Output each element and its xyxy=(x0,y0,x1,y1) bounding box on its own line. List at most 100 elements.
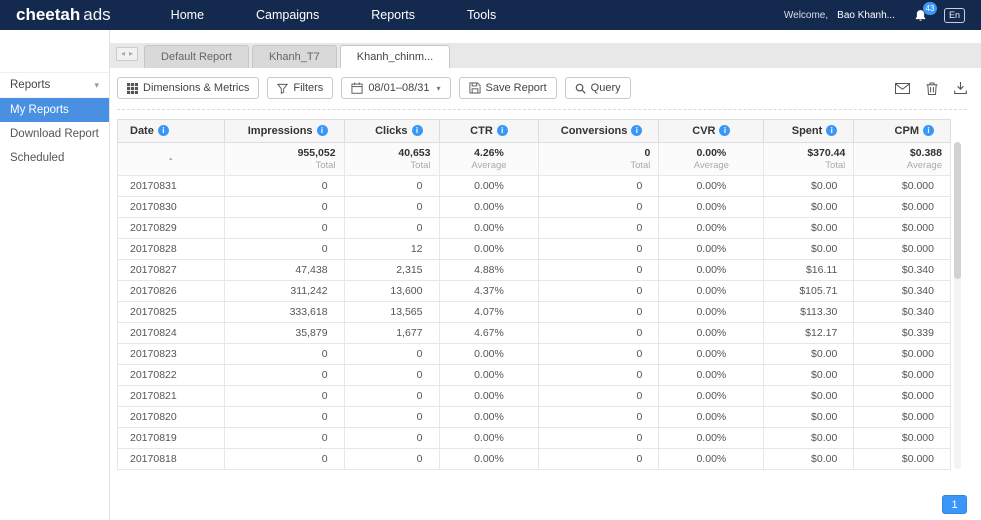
date-cell: 20170830 xyxy=(117,196,225,218)
data-cell: 0.00% xyxy=(438,364,540,386)
envelope-icon xyxy=(895,82,910,94)
info-icon[interactable]: i xyxy=(411,125,423,136)
brand-logo[interactable]: cheetah ads xyxy=(16,5,111,25)
data-cell: 0 xyxy=(538,448,660,470)
page-button-1[interactable]: 1 xyxy=(942,495,967,514)
info-icon[interactable]: i xyxy=(826,125,838,136)
table-row: 20170831 0 0 0.00% 0 0.00% $0.00 $0.000 xyxy=(117,175,951,197)
data-cell: 0 xyxy=(343,427,440,449)
filters-label: Filters xyxy=(293,82,324,94)
tab-khanh-t7[interactable]: Khanh_T7 xyxy=(251,45,337,68)
date-range-label: 08/01–08/31 xyxy=(368,82,430,94)
data-cell: 0.00% xyxy=(658,259,765,281)
info-icon[interactable]: i xyxy=(157,125,169,136)
data-cell: 0 xyxy=(343,196,440,218)
info-icon[interactable]: i xyxy=(719,125,731,136)
nav-home[interactable]: Home xyxy=(170,8,205,22)
info-icon[interactable]: i xyxy=(631,125,643,136)
column-header-conversions[interactable]: Conversions i xyxy=(538,119,660,143)
tab-bar: ◂ ▸ Default Report Khanh_T7 Khanh_chinm.… xyxy=(110,43,981,68)
data-cell: 0 xyxy=(223,196,345,218)
data-cell: 0.00% xyxy=(658,364,765,386)
tab-default-report[interactable]: Default Report xyxy=(144,45,249,68)
info-icon[interactable]: i xyxy=(316,125,328,136)
table-row: 20170820 0 0 0.00% 0 0.00% $0.00 $0.000 xyxy=(117,406,951,428)
data-cell: 13,565 xyxy=(343,301,440,323)
table-row: 20170819 0 0 0.00% 0 0.00% $0.00 $0.000 xyxy=(117,427,951,449)
data-cell: 35,879 xyxy=(223,322,345,344)
data-cell: 0.00% xyxy=(438,385,540,407)
filters-button[interactable]: Filters xyxy=(267,77,334,99)
data-cell: 0.00% xyxy=(438,427,540,449)
data-cell: $0.339 xyxy=(853,322,951,344)
data-cell: 0 xyxy=(223,448,345,470)
data-cell: $0.00 xyxy=(763,238,855,260)
data-cell: 47,438 xyxy=(223,259,345,281)
date-range-button[interactable]: 08/01–08/31 ▾ xyxy=(341,77,451,99)
delete-report-button[interactable] xyxy=(926,82,938,95)
data-cell: 0 xyxy=(538,238,660,260)
data-cell: 4.07% xyxy=(438,301,540,323)
nav-campaigns[interactable]: Campaigns xyxy=(256,8,320,22)
nav-reports[interactable]: Reports xyxy=(371,8,416,22)
column-header-cvr[interactable]: CVR i xyxy=(658,119,765,143)
column-header-cpm[interactable]: CPM i xyxy=(853,119,951,143)
welcome-label: Welcome, xyxy=(783,9,829,21)
data-cell: 0 xyxy=(343,385,440,407)
scrollbar-thumb[interactable] xyxy=(954,142,961,280)
data-cell: 0 xyxy=(538,322,660,344)
column-header-date[interactable]: Date i xyxy=(117,119,225,143)
scroll-left-icon[interactable]: ◂ xyxy=(121,48,126,58)
tab-scroll-arrows[interactable]: ◂ ▸ xyxy=(116,46,139,61)
toolbar-right-icons xyxy=(895,82,967,95)
table-scrollbar[interactable] xyxy=(954,142,961,469)
dimensions-metrics-button[interactable]: Dimensions & Metrics xyxy=(117,77,260,99)
notifications-button[interactable]: 43 xyxy=(914,1,937,22)
summary-cell: $0.388 Average xyxy=(853,142,951,176)
date-cell: 20170818 xyxy=(117,448,225,470)
tab-khanh-chinm[interactable]: Khanh_chinm... xyxy=(339,45,451,68)
column-header-ctr[interactable]: CTR i xyxy=(438,119,540,143)
nav-tools[interactable]: Tools xyxy=(467,8,497,22)
date-cell: 20170828 xyxy=(117,238,225,260)
column-header-clicks[interactable]: Clicks i xyxy=(343,119,440,143)
data-cell: 0.00% xyxy=(438,175,540,197)
email-report-button[interactable] xyxy=(895,82,910,94)
summary-cell: $370.44 Total xyxy=(763,142,855,176)
sidebar-item-scheduled[interactable]: Scheduled xyxy=(10,152,65,164)
data-cell: 0.00% xyxy=(658,385,765,407)
date-cell: 20170831 xyxy=(117,175,225,197)
data-cell: $12.17 xyxy=(763,322,855,344)
top-navbar: cheetah ads Home Campaigns Reports Tools … xyxy=(0,0,981,30)
info-icon[interactable]: i xyxy=(496,125,508,136)
data-cell: 13,600 xyxy=(343,280,440,302)
save-report-button[interactable]: Save Report xyxy=(458,77,557,99)
toolbar-separator xyxy=(117,109,967,110)
column-header-spent[interactable]: Spent i xyxy=(763,119,855,143)
date-cell: 20170829 xyxy=(117,217,225,239)
sidebar-item-download-report[interactable]: Download Report xyxy=(10,128,99,140)
column-header-impressions[interactable]: Impressions i xyxy=(223,119,345,143)
user-menu[interactable]: Bao Khanh... xyxy=(837,9,895,21)
table-row: 20170826 311,242 13,600 4.37% 0 0.00% $105.71 $… xyxy=(117,280,951,302)
date-cell: 20170820 xyxy=(117,406,225,428)
data-cell: 0 xyxy=(343,343,440,365)
sidebar-item-my-reports[interactable]: My Reports xyxy=(0,98,109,122)
data-cell: 12 xyxy=(343,238,440,260)
info-icon[interactable]: i xyxy=(923,125,934,136)
query-button[interactable]: Query xyxy=(564,77,631,99)
table-row: 20170824 35,879 1,677 4.67% 0 0.00% $12.17 $0.3… xyxy=(117,322,951,344)
scroll-right-icon[interactable]: ▸ xyxy=(129,48,134,58)
data-cell: 0.00% xyxy=(658,280,765,302)
data-cell: 0.00% xyxy=(658,322,765,344)
table-body: -955,052 Total 40,653 Total 4.26% Average 0 Tot… xyxy=(117,142,951,470)
table-row: 20170829 0 0 0.00% 0 0.00% $0.00 $0.000 xyxy=(117,217,951,239)
download-report-button[interactable] xyxy=(954,82,967,94)
main-content: ◂ ▸ Default Report Khanh_T7 Khanh_chinm.… xyxy=(110,30,981,520)
data-cell: $0.00 xyxy=(763,427,855,449)
language-selector[interactable]: En xyxy=(943,7,965,23)
main-layout: Reports ▾ My Reports Download Report Sch… xyxy=(0,30,981,520)
sidebar-section-reports[interactable]: Reports ▾ xyxy=(0,72,109,98)
date-cell: 20170826 xyxy=(117,280,225,302)
filter-icon xyxy=(277,83,289,94)
